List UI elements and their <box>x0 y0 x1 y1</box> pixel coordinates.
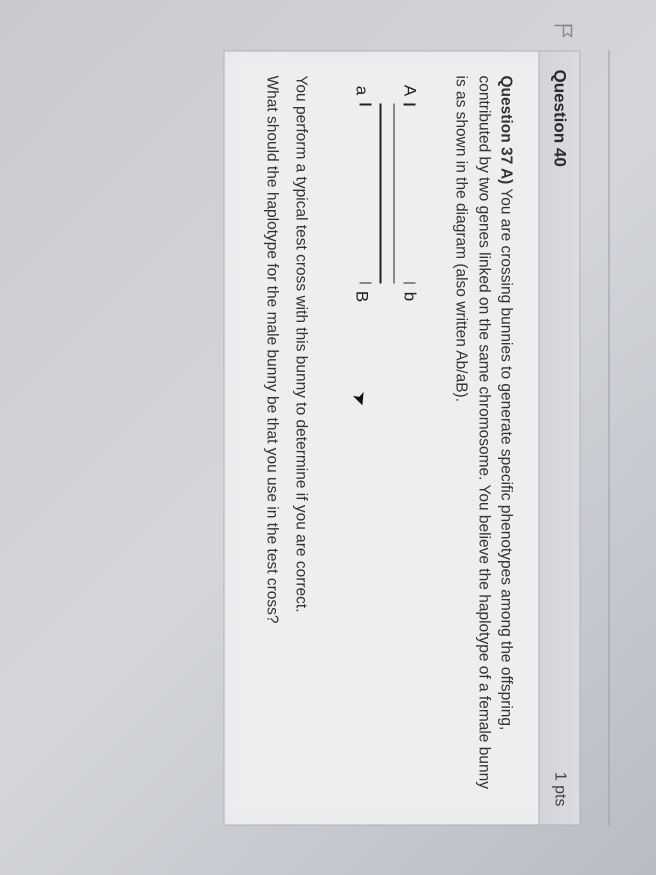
followup-line-2: What should the haplotype for the male b… <box>260 75 282 800</box>
allele-top-left: A <box>396 81 421 99</box>
page-wrapper: Question 40 1 pts Question 37 A) You are… <box>0 0 656 875</box>
question-text: Question 37 A) You are crossing bunnies … <box>449 75 516 800</box>
top-divider <box>608 50 616 825</box>
question-points: 1 pts <box>550 771 568 806</box>
chromosome-bottom: a B <box>353 81 387 331</box>
chrom-hline <box>393 103 395 283</box>
chrom-line-top <box>387 103 421 283</box>
tick <box>359 282 371 284</box>
cursor-icon: ➤ <box>345 387 375 410</box>
flag-icon[interactable] <box>552 22 574 40</box>
chrom-line-bottom <box>353 103 387 283</box>
allele-bottom-right: B <box>349 287 374 305</box>
allele-top-right: b <box>396 287 421 305</box>
followup-line-1: You perform a typical test cross with th… <box>288 75 310 800</box>
chrom-hline <box>379 103 381 283</box>
allele-bottom-left: a <box>349 81 374 99</box>
tick <box>403 282 415 284</box>
question-header: Question 40 1 pts <box>538 51 579 824</box>
question-prefix: Question 37 A) <box>497 75 514 184</box>
question-body: Question 37 A) You are crossing bunnies … <box>224 51 538 824</box>
followup-text: You perform a typical test cross with th… <box>260 75 311 800</box>
tick <box>359 103 371 105</box>
question-number: Question 40 <box>549 69 569 166</box>
chromosome-diagram: A b a B ➤ <box>353 81 421 331</box>
chromosome-top: A b <box>387 81 421 331</box>
question-container: Question 40 1 pts Question 37 A) You are… <box>223 50 580 825</box>
tick <box>403 103 415 105</box>
